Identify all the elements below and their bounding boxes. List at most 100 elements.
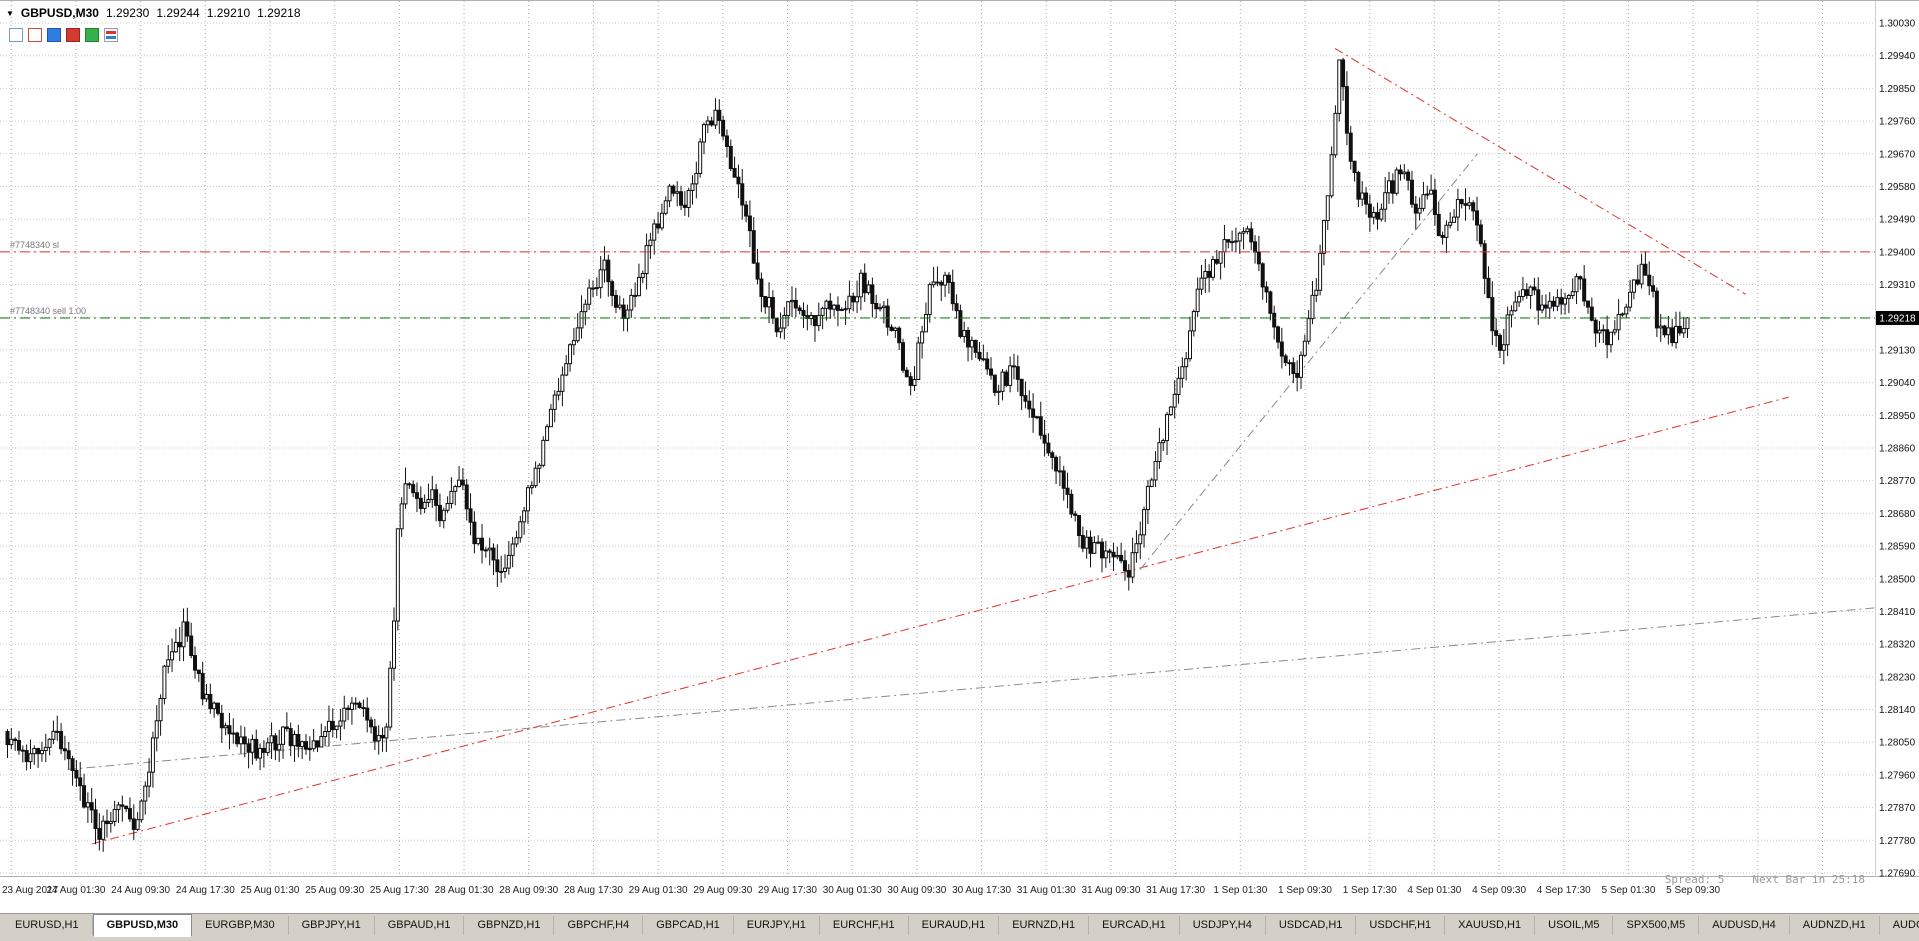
price-chart[interactable]: #7748340 sl #7748340 sell 1.00 1.30030 1.29… [0,1,1919,913]
filled-box-green-icon[interactable] [85,28,99,42]
time-tick-label: 4 Sep 09:30 [1472,885,1526,896]
tab-usdjpy-h4[interactable]: USDJPY,H4 [1180,916,1266,935]
bid-ask-lines-icon[interactable] [104,28,118,42]
price-tick-label: 1.28320 [1879,640,1916,651]
price-tick-label: 1.28140 [1879,705,1916,716]
price-tick-label: 1.28680 [1879,509,1916,520]
price-tick-label: 1.29490 [1879,215,1916,226]
price-tick-label: 1.29670 [1879,149,1916,160]
tab-audcad-daily[interactable]: AUDCAD,Daily [1880,916,1919,935]
tab-usdchf-h1[interactable]: USDCHF,H1 [1356,916,1446,935]
trend-lines [67,47,1876,845]
price-tick-label: 1.29850 [1879,84,1916,95]
price-tick-label: 1.28230 [1879,672,1916,683]
time-tick-label: 5 Sep 01:30 [1601,885,1655,896]
ohlc-close: 1.29218 [257,6,301,20]
ohlc-open: 1.29230 [105,6,150,20]
time-tick-label: 25 Aug 01:30 [241,885,300,896]
ohlc-high: 1.29244 [156,6,200,20]
support-ascending-red[interactable] [91,396,1789,845]
tab-audusd-h4[interactable]: AUDUSD,H4 [1699,916,1790,935]
price-tick-label: 1.29130 [1879,345,1916,356]
tab-eurjpy-h1[interactable]: EURJPY,H1 [734,916,820,935]
price-tick-label: 1.29580 [1879,182,1916,193]
ask-line-mark [106,36,116,39]
time-tick-label: 29 Aug 01:30 [629,885,688,896]
time-tick-label: 31 Aug 09:30 [1081,885,1140,896]
tab-gbpusd-m30[interactable]: GBPUSD,M30 [92,914,193,937]
trend-steep-gray[interactable] [1139,153,1478,571]
time-tick-label: 1 Sep 09:30 [1278,885,1332,896]
current-price-badge: 1.29218 [1876,310,1919,325]
tab-eurgbp-m30[interactable]: EURGBP,M30 [192,916,289,935]
price-tick-label: 1.27870 [1879,803,1916,814]
time-tick-label: 30 Aug 17:30 [952,885,1011,896]
time-tick-label: 25 Aug 17:30 [370,885,429,896]
time-tick-label: 28 Aug 09:30 [499,885,558,896]
tab-euraud-h1[interactable]: EURAUD,H1 [909,916,1000,935]
tab-usdcad-h1[interactable]: USDCAD,H1 [1266,916,1357,935]
tab-gbpnzd-h1[interactable]: GBPNZD,H1 [464,916,555,935]
price-tick-label: 1.28770 [1879,476,1916,487]
vertical-gridlines [10,1,1823,874]
trend-shallow-gray[interactable] [67,607,1876,770]
time-tick-label: 29 Aug 17:30 [758,885,817,896]
ohlc-low: 1.29210 [206,6,251,20]
chart-menu-icon[interactable]: ▼ [6,8,14,18]
tab-eurchf-h1[interactable]: EURCHF,H1 [820,916,909,935]
spread-status: Spread: 5 Next Bar in 25:18 [1665,873,1865,886]
time-tick-label: 28 Aug 17:30 [564,885,623,896]
time-tick-label: 31 Aug 01:30 [1017,885,1076,896]
time-tick-label: 5 Sep 09:30 [1666,885,1720,896]
time-tick-label: 30 Aug 09:30 [887,885,946,896]
order-line-sell[interactable]: #7748340 sell 1.00 [0,306,1875,319]
spread-label: Spread: 5 [1664,873,1725,886]
next-bar-label: Next Bar in 25:18 [1752,873,1865,886]
tab-gbpcad-h1[interactable]: GBPCAD,H1 [643,916,734,935]
resistance-descending-red[interactable] [1334,47,1746,295]
outline-box-red-icon[interactable] [28,28,42,42]
horizontal-gridlines [0,22,1875,874]
price-tick-label: 1.28050 [1879,738,1916,749]
svg-text:1.29218: 1.29218 [1879,313,1916,324]
price-axis[interactable]: 1.30030 1.29940 1.29850 1.29760 1.29670 1.295… [1879,19,1916,880]
chart-symbol-label: GBPUSD,M30 [20,6,99,20]
time-tick-label: 30 Aug 01:30 [823,885,882,896]
order-line-label: #7748340 sl [10,240,59,250]
time-tick-label: 4 Sep 17:30 [1537,885,1591,896]
time-tick-label: 28 Aug 01:30 [435,885,494,896]
tab-audnzd-h1[interactable]: AUDNZD,H1 [1790,916,1880,935]
outline-box-blue-icon[interactable] [9,28,23,42]
price-tick-label: 1.27690 [1879,869,1916,880]
tab-eurcad-h1[interactable]: EURCAD,H1 [1089,916,1180,935]
time-tick-label: 24 Aug 09:30 [111,885,170,896]
price-tick-label: 1.29400 [1879,247,1916,258]
tab-spx500-m5[interactable]: SPX500,M5 [1613,916,1700,935]
price-tick-label: 1.28950 [1879,411,1916,422]
tab-xauusd-h1[interactable]: XAUUSD,H1 [1445,916,1536,935]
price-tick-label: 1.28590 [1879,542,1916,553]
order-line-sl[interactable]: #7748340 sl [0,240,1875,253]
order-line-label: #7748340 sell 1.00 [10,306,86,316]
chart-background[interactable] [0,1,1919,913]
time-tick-label: 1 Sep 17:30 [1343,885,1397,896]
chart-title: ▼ GBPUSD,M30 1.29230 1.29244 1.29210 1.2… [6,6,301,20]
tab-eurnzd-h1[interactable]: EURNZD,H1 [999,916,1090,935]
price-tick-label: 1.29040 [1879,378,1916,389]
filled-box-red-icon[interactable] [66,28,80,42]
tab-gbpjpy-h1[interactable]: GBPJPY,H1 [289,916,375,935]
tab-usoil-m5[interactable]: USOIL,M5 [1535,916,1614,935]
price-tick-label: 1.28860 [1879,444,1916,455]
filled-box-blue-icon[interactable] [47,28,61,42]
tab-gbpaud-h1[interactable]: GBPAUD,H1 [375,916,465,935]
time-tick-label: 31 Aug 17:30 [1146,885,1205,896]
order-lines: #7748340 sl #7748340 sell 1.00 [0,240,1875,319]
time-tick-label: 4 Sep 01:30 [1407,885,1461,896]
tab-gbpchf-h4[interactable]: GBPCHF,H4 [554,916,644,935]
price-tick-label: 1.29310 [1879,280,1916,291]
tab-eurusd-h1[interactable]: EURUSD,H1 [2,916,93,935]
price-tick-label: 1.27960 [1879,770,1916,781]
bid-line-mark [106,31,116,34]
